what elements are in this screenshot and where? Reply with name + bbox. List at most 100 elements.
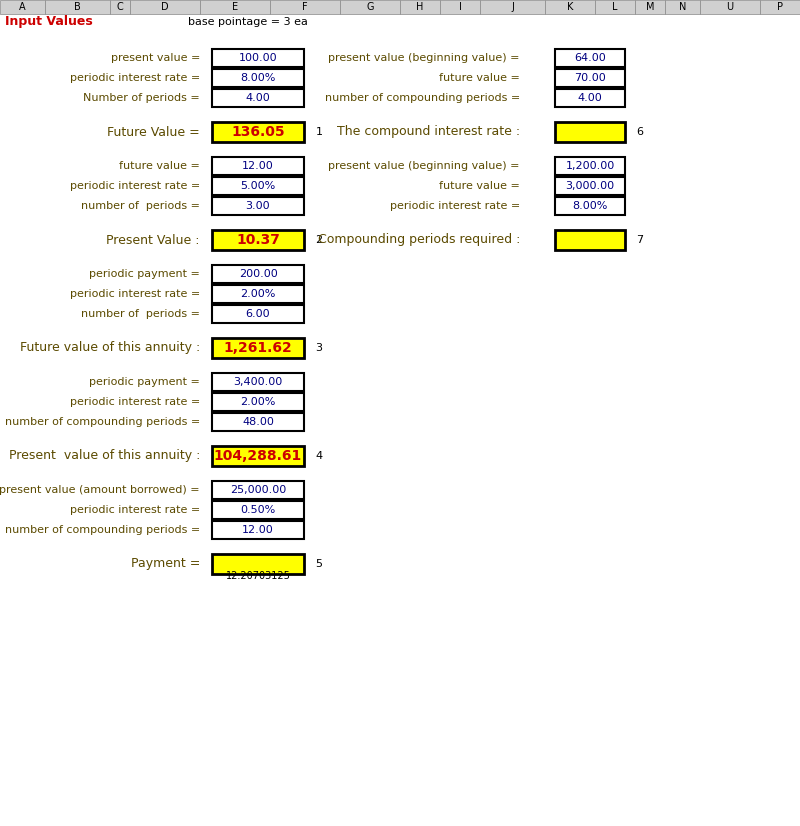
Text: 64.00: 64.00 [574, 53, 606, 63]
Text: Input Values: Input Values [5, 16, 93, 29]
Text: 3,400.00: 3,400.00 [234, 377, 282, 387]
Text: periodic interest rate =: periodic interest rate = [70, 289, 200, 299]
Text: number of  periods =: number of periods = [81, 309, 200, 319]
Text: K: K [567, 2, 573, 12]
Text: The compound interest rate :: The compound interest rate : [337, 126, 520, 139]
Bar [665, 0, 700, 14]
Text: 104,288.61: 104,288.61 [214, 449, 302, 463]
Text: Payment =: Payment = [130, 558, 200, 571]
Bar [480, 0, 545, 14]
Text: 6.00: 6.00 [246, 309, 270, 319]
Text: future value =: future value = [119, 161, 200, 171]
Text: J: J [511, 2, 514, 12]
Text: future value =: future value = [439, 181, 520, 191]
Text: future value =: future value = [439, 73, 520, 83]
Bar [212, 305, 304, 323]
Bar [340, 0, 400, 14]
Text: 100.00: 100.00 [238, 53, 278, 63]
Bar [45, 0, 110, 14]
Text: 3: 3 [315, 343, 322, 353]
Bar [212, 177, 304, 195]
Bar [212, 338, 304, 358]
Bar [212, 554, 304, 574]
Bar [212, 521, 304, 539]
Bar [212, 69, 304, 87]
Text: I: I [458, 2, 462, 12]
Bar [110, 0, 130, 14]
Text: present value =: present value = [110, 53, 200, 63]
Text: Compounding periods required :: Compounding periods required : [318, 234, 520, 246]
Text: L: L [612, 2, 618, 12]
Text: 7: 7 [637, 235, 643, 245]
Text: D: D [161, 2, 169, 12]
Text: 8.00%: 8.00% [240, 73, 276, 83]
Text: 8.00%: 8.00% [572, 201, 608, 211]
Text: periodic interest rate =: periodic interest rate = [70, 181, 200, 191]
Bar [212, 122, 304, 142]
Text: present value (beginning value) =: present value (beginning value) = [329, 161, 520, 171]
Text: periodic payment =: periodic payment = [89, 269, 200, 279]
Text: C: C [117, 2, 123, 12]
Bar [440, 0, 480, 14]
Text: 12.20703125: 12.20703125 [226, 571, 290, 581]
Bar [212, 481, 304, 499]
Bar [212, 230, 304, 250]
Text: Future value of this annuity :: Future value of this annuity : [20, 341, 200, 354]
Text: 1,200.00: 1,200.00 [566, 161, 614, 171]
Bar [555, 69, 625, 87]
Text: E: E [232, 2, 238, 12]
Text: 1: 1 [315, 127, 322, 137]
Text: periodic payment =: periodic payment = [89, 377, 200, 387]
Bar [555, 197, 625, 215]
Bar [212, 49, 304, 67]
Text: P: P [777, 2, 783, 12]
Text: 25,000.00: 25,000.00 [230, 485, 286, 495]
Text: base pointage = 3 ea: base pointage = 3 ea [188, 17, 308, 27]
Text: 6: 6 [637, 127, 643, 137]
Text: 200.00: 200.00 [238, 269, 278, 279]
Bar [212, 446, 304, 466]
Bar [635, 0, 665, 14]
Bar [555, 177, 625, 195]
Text: 48.00: 48.00 [242, 417, 274, 427]
Bar [212, 157, 304, 175]
Bar [212, 393, 304, 411]
Text: number of compounding periods =: number of compounding periods = [325, 93, 520, 103]
Text: B: B [74, 2, 81, 12]
Text: 0.50%: 0.50% [240, 505, 276, 515]
Text: 1,261.62: 1,261.62 [224, 341, 292, 355]
Text: Future Value =: Future Value = [107, 126, 200, 139]
Text: Present  value of this annuity :: Present value of this annuity : [9, 449, 200, 463]
Text: present value (beginning value) =: present value (beginning value) = [329, 53, 520, 63]
Text: F: F [302, 2, 308, 12]
Text: 4.00: 4.00 [578, 93, 602, 103]
Bar [760, 0, 800, 14]
Text: Present Value :: Present Value : [106, 234, 200, 246]
Bar [545, 0, 595, 14]
Bar [0, 0, 45, 14]
Text: 5.00%: 5.00% [240, 181, 276, 191]
Text: 2.00%: 2.00% [240, 397, 276, 407]
Text: number of compounding periods =: number of compounding periods = [5, 525, 200, 535]
Bar [555, 157, 625, 175]
Text: G: G [366, 2, 374, 12]
Bar [400, 0, 440, 14]
Text: N: N [679, 2, 686, 12]
Text: periodic interest rate =: periodic interest rate = [70, 397, 200, 407]
Bar [212, 89, 304, 107]
Text: 5: 5 [315, 559, 322, 569]
Text: 3.00: 3.00 [246, 201, 270, 211]
Bar [212, 285, 304, 303]
Text: H: H [416, 2, 424, 12]
Text: U: U [726, 2, 734, 12]
Text: number of compounding periods =: number of compounding periods = [5, 417, 200, 427]
Bar [270, 0, 340, 14]
Bar [555, 49, 625, 67]
Bar [555, 230, 625, 250]
Bar [212, 373, 304, 391]
Text: 2.00%: 2.00% [240, 289, 276, 299]
Text: periodic interest rate =: periodic interest rate = [70, 73, 200, 83]
Bar [595, 0, 635, 14]
Bar [130, 0, 200, 14]
Text: 136.05: 136.05 [231, 125, 285, 139]
